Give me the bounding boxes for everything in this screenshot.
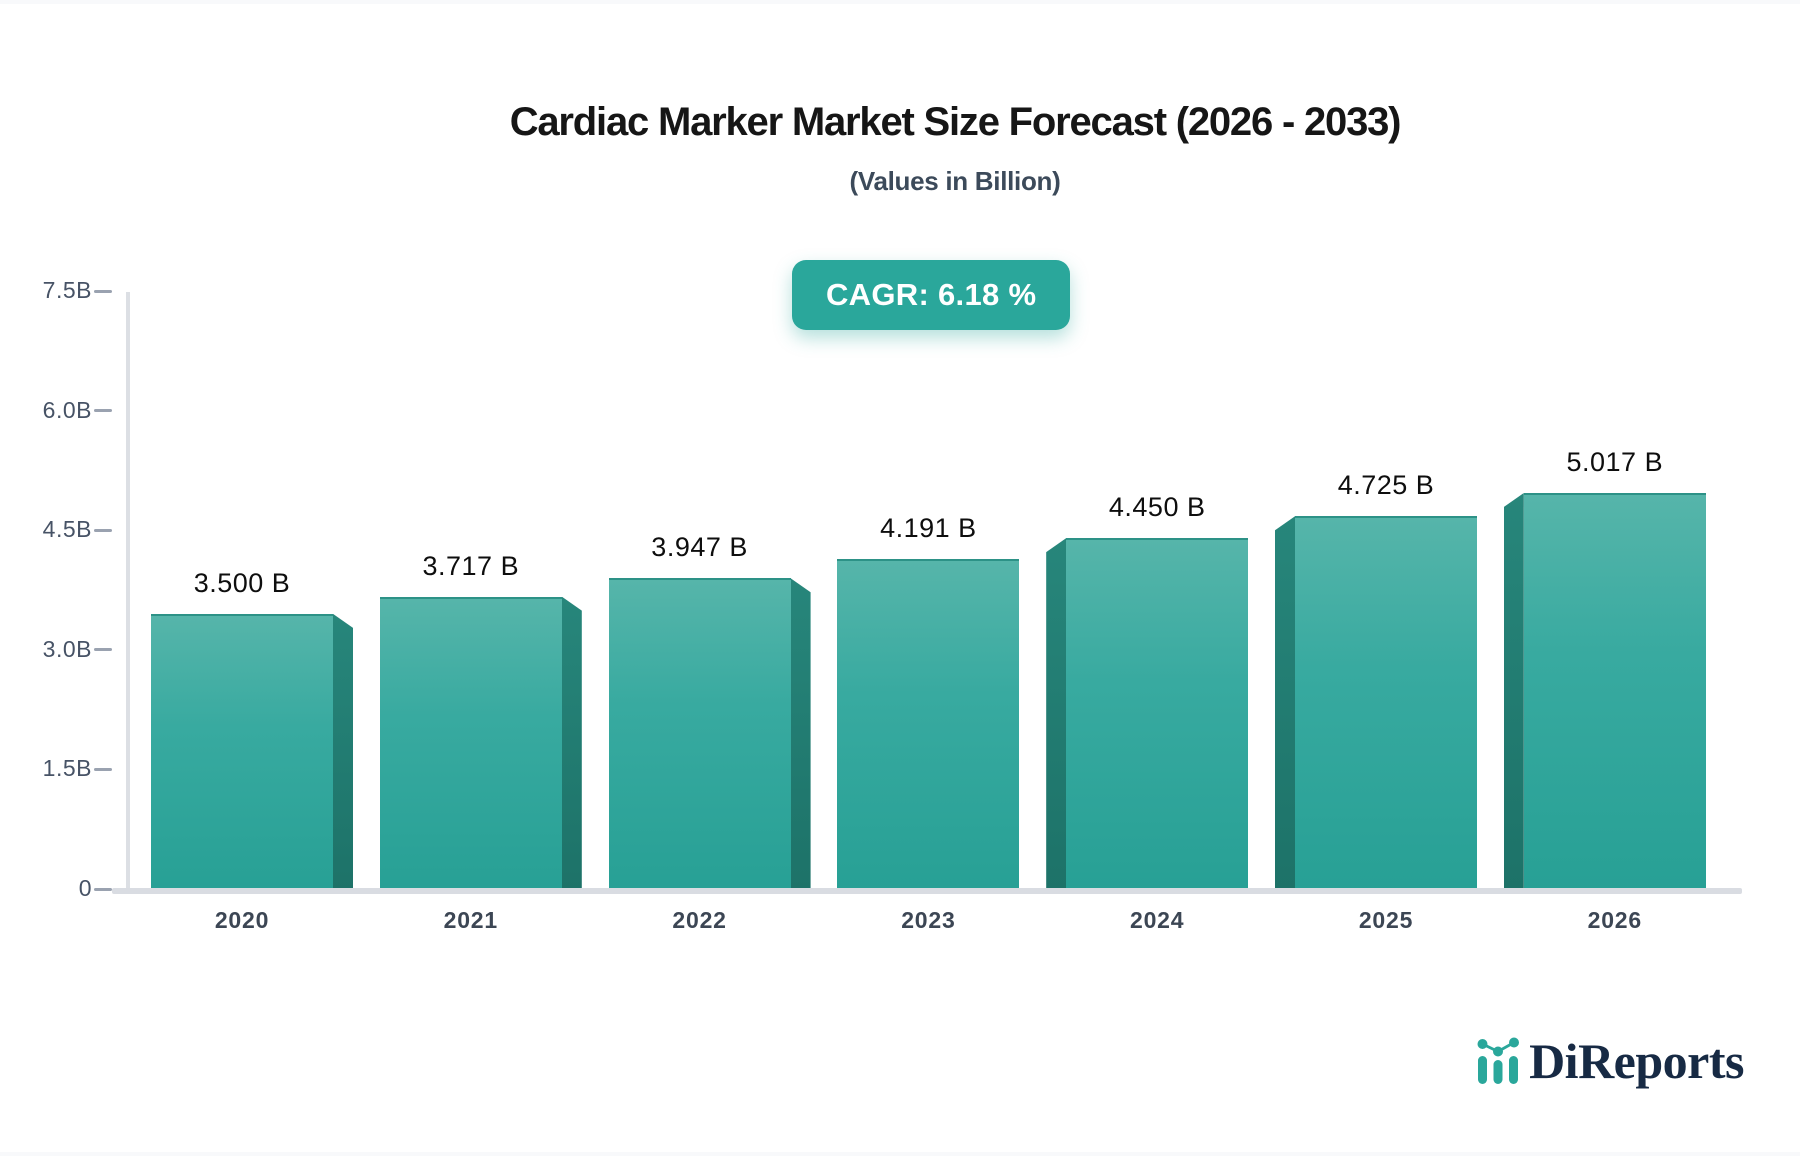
bar-2020 xyxy=(151,613,333,893)
bar-chart: 0 1.5B 3.0B 4.5B 6.0B 7.5B 3.500 B 2020 3.717 B 2… xyxy=(0,4,1800,1152)
bar-value-label: 4.450 B xyxy=(1108,492,1206,523)
y-tick-label: 7.5B xyxy=(42,277,92,303)
x-tick-label: 2025 xyxy=(1358,907,1414,933)
bar-value-label: 3.500 B xyxy=(193,567,291,598)
y-tick-label: 4.5B xyxy=(42,516,92,543)
bar-side-face xyxy=(1503,492,1524,893)
cagr-badge-label: CAGR: 6.18 % xyxy=(826,277,1037,312)
bar-side-face xyxy=(790,578,811,893)
x-tick-label: 2026 xyxy=(1587,907,1642,933)
y-tick-mark xyxy=(94,887,112,891)
chart-title: Cardiac Marker Market Size Forecast (202… xyxy=(509,100,1402,144)
bar-side-face xyxy=(1046,538,1067,893)
y-tick-mark xyxy=(94,289,112,293)
chart-subtitle: (Values in Billion) xyxy=(849,166,1061,196)
bar-2021 xyxy=(379,596,562,893)
bar-value-label: 5.017 B xyxy=(1566,446,1664,477)
y-tick-label: 6.0B xyxy=(42,396,92,423)
x-tick-label: 2024 xyxy=(1130,907,1185,933)
x-tick-label: 2022 xyxy=(672,907,727,933)
y-tick-mark xyxy=(94,528,112,532)
direports-logo-text: DiReports xyxy=(1529,1033,1744,1089)
bar-2024 xyxy=(1066,538,1249,893)
y-tick-mark xyxy=(94,648,112,652)
y-tick-mark xyxy=(94,767,112,771)
bar-2022 xyxy=(608,578,791,893)
x-tick-label: 2021 xyxy=(443,907,498,933)
y-tick-mark xyxy=(94,409,112,413)
x-tick-label: 2023 xyxy=(901,907,956,933)
y-axis-line xyxy=(126,292,130,894)
y-tick-label: 0 xyxy=(78,875,92,901)
bar-value-label: 3.717 B xyxy=(422,550,520,581)
bar-value-label: 4.191 B xyxy=(880,512,977,543)
direports-logo: DiReports xyxy=(1476,1034,1744,1086)
bar-side-face xyxy=(333,613,353,893)
y-tick-label: 3.0B xyxy=(42,635,92,662)
x-axis-baseline xyxy=(112,888,1742,894)
cagr-badge: CAGR: 6.18 % xyxy=(792,260,1071,330)
bar-2025 xyxy=(1295,516,1477,893)
x-tick-label: 2020 xyxy=(214,907,270,933)
bar-side-face xyxy=(1275,516,1295,893)
direports-logo-icon xyxy=(1477,1037,1520,1084)
bar-side-face xyxy=(561,596,582,893)
bar-value-label: 4.725 B xyxy=(1337,470,1435,501)
bar-2026 xyxy=(1523,492,1706,893)
y-tick-label: 1.5B xyxy=(42,755,92,782)
bar-value-label: 3.947 B xyxy=(651,532,748,563)
bar-2023 xyxy=(837,558,1020,893)
